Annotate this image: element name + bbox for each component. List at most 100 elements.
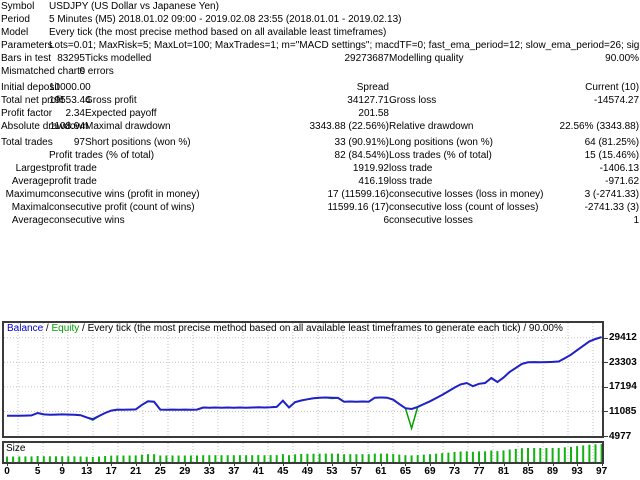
size-bar — [386, 453, 389, 462]
size-bar — [471, 451, 474, 462]
report-cell — [389, 78, 505, 94]
size-bar — [582, 445, 585, 462]
size-bar — [373, 453, 376, 462]
size-bar — [478, 451, 480, 462]
y-axis-tick — [604, 411, 608, 413]
size-bar — [422, 454, 425, 462]
size-bar — [447, 452, 450, 462]
y-axis-label: 29412 — [609, 332, 637, 344]
report-cell: Symbol — [1, 1, 35, 12]
row-maximum-consecutive: Maximum consecutive wins (profit in money… — [1, 188, 639, 201]
report-cell: loss trade — [389, 176, 433, 187]
size-panel: Size — [2, 441, 604, 464]
size-bar — [484, 451, 487, 462]
report-cell: Every tick (the most precise method base… — [49, 27, 387, 38]
x-axis-tick — [405, 463, 407, 466]
report-cell: 17 (11599.16) — [327, 189, 389, 200]
x-axis-label: 45 — [277, 466, 289, 477]
size-bar — [202, 455, 205, 462]
x-axis-tick — [37, 463, 39, 466]
size-bar — [496, 451, 499, 462]
x-axis-tick — [233, 463, 235, 466]
size-bar — [459, 451, 462, 462]
row-total-trades: Total trades 97 Short positions (won %) 33 … — [1, 133, 639, 149]
size-bar — [134, 455, 137, 462]
report-cell: loss trade — [389, 163, 433, 174]
size-bar — [337, 453, 339, 462]
x-axis-label: 89 — [547, 466, 559, 477]
report-cell: 22.56% (3343.88) — [559, 121, 640, 132]
report-cell: Model — [1, 27, 29, 38]
x-axis-label: 81 — [497, 466, 510, 477]
x-axis-label: 49 — [301, 466, 313, 477]
report-cell: 1 — [633, 215, 640, 226]
size-bar — [379, 453, 382, 462]
size-bar — [527, 448, 529, 462]
size-bar — [398, 454, 401, 462]
report-cell: -971.62 — [605, 176, 640, 187]
size-bar — [251, 455, 254, 462]
size-bar — [12, 456, 15, 462]
y-axis-tick — [604, 436, 608, 437]
report-cell: -1406.13 — [599, 163, 640, 174]
size-bar — [91, 457, 94, 462]
report-cell: 3 (-2741.33) — [584, 189, 640, 200]
size-bar — [85, 456, 88, 462]
x-axis-tick — [282, 463, 284, 466]
size-bar — [281, 454, 284, 462]
x-axis-tick — [601, 463, 603, 466]
chart-legend: Balance / Equity / Every tick (the most … — [7, 323, 563, 334]
report-cell: Largest — [15, 163, 49, 174]
x-axis-tick — [307, 463, 309, 466]
report-cell: USDJPY (US Dollar vs Japanese Yen) — [49, 1, 219, 12]
x-axis-tick — [184, 463, 186, 466]
row-largest: Largest profit trade 1919.92 loss trade -140… — [1, 162, 639, 175]
size-bar — [208, 455, 211, 462]
report-cell: 29273687 — [344, 53, 390, 64]
x-axis-label: 57 — [350, 466, 362, 477]
report-cell: Relative drawdown — [389, 121, 474, 132]
report-cell: consecutive wins — [49, 215, 125, 226]
size-bar — [355, 454, 358, 462]
report-cell: Period — [1, 14, 30, 25]
x-axis-tick — [577, 463, 579, 466]
x-axis-label: 97 — [596, 466, 608, 477]
report-cell: -14574.27 — [594, 95, 640, 106]
row-average-trade: Average profit trade 416.19 loss trade -971.… — [1, 175, 639, 188]
x-axis-label: 69 — [424, 466, 436, 477]
report-cell: 64 (81.25%) — [584, 137, 640, 148]
x-axis-label: 77 — [473, 466, 485, 477]
x-axis-label: 65 — [399, 466, 411, 477]
size-bar — [539, 448, 542, 462]
x-axis-tick — [429, 463, 431, 466]
size-bar — [6, 456, 8, 462]
report-cell: consecutive profit (count of wins) — [49, 202, 195, 213]
x-axis-tick — [331, 463, 333, 466]
report-cell: Average — [11, 176, 49, 187]
x-axis-tick — [479, 463, 480, 466]
size-bar — [435, 453, 438, 462]
row-period: Period 5 Minutes (M5) 2018.01.02 09:00 - … — [1, 13, 639, 26]
size-bar — [257, 455, 260, 462]
x-axis-tick — [356, 463, 358, 466]
report-cell — [85, 65, 639, 78]
size-bar — [410, 455, 413, 462]
size-bar — [98, 456, 100, 462]
size-bar — [557, 447, 560, 462]
size-bar — [300, 454, 303, 462]
y-axis-tick — [604, 337, 608, 339]
report-cell: Maximal drawdown — [85, 121, 171, 132]
row-mismatched-errors: Mismatched charts errors 0 — [1, 65, 639, 78]
size-bar — [294, 454, 297, 462]
x-axis-label: 37 — [228, 466, 240, 477]
y-axis-tick — [604, 386, 608, 388]
x-axis-label: 25 — [154, 466, 166, 477]
size-bar — [318, 453, 321, 462]
size-bar — [122, 455, 125, 462]
legend-part--: / — [43, 323, 52, 334]
size-bar — [30, 456, 33, 462]
size-bar — [269, 455, 272, 462]
y-axis-tick — [604, 362, 608, 364]
size-bar — [67, 456, 70, 462]
report-cell: 1108.94 — [49, 121, 85, 132]
